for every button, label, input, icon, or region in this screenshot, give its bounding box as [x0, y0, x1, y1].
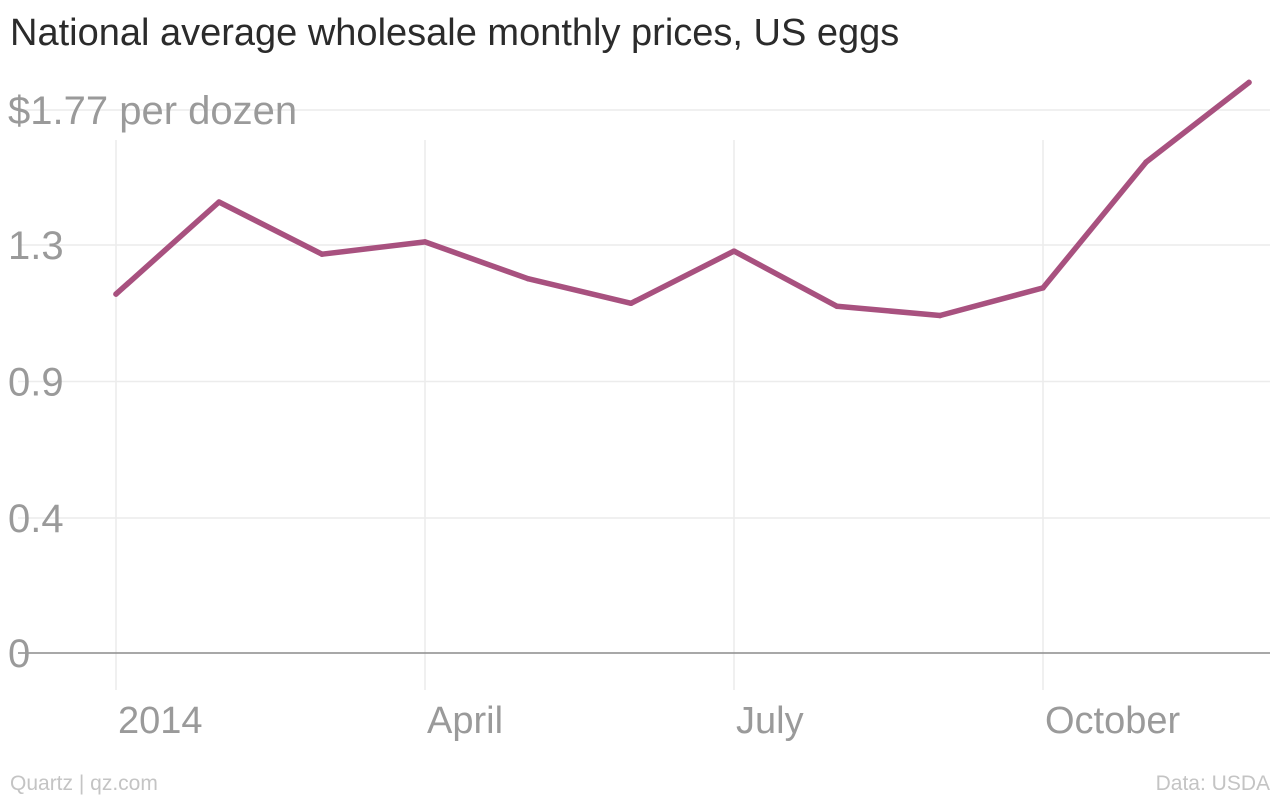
- data-point: [319, 251, 325, 257]
- chart-title: National average wholesale monthly price…: [10, 12, 900, 54]
- data-point: [937, 312, 943, 319]
- y-tick-label: 0.4: [8, 497, 64, 541]
- data-point: [1143, 159, 1149, 165]
- series-line: [113, 79, 1252, 319]
- data-point: [628, 300, 634, 307]
- data-point: [525, 275, 531, 282]
- source-credit: Quartz | qz.com: [10, 772, 158, 795]
- y-tick-label: 1.3: [8, 224, 64, 268]
- grid-lines: [18, 109, 1270, 690]
- x-tick-label: April: [427, 700, 503, 742]
- data-point: [731, 248, 737, 254]
- x-tick-label: October: [1045, 700, 1181, 742]
- data-point: [1246, 79, 1252, 86]
- tick-labels: 0 0.4 0.9 1.3 $1.77 per dozen 2014 April July Oc…: [8, 89, 1181, 742]
- data-point: [113, 291, 119, 297]
- data-point: [1040, 285, 1046, 291]
- data-point: [216, 199, 222, 205]
- data-source: Data: USDA: [1155, 772, 1270, 795]
- y-tick-label: 0: [8, 632, 30, 676]
- x-tick-label: July: [736, 700, 804, 742]
- y-tick-label: 0.9: [8, 361, 64, 405]
- data-point: [834, 303, 840, 310]
- y-tick-label: $1.77 per dozen: [8, 89, 297, 133]
- x-tick-label: 2014: [118, 700, 203, 742]
- series-layer: [113, 79, 1252, 319]
- data-point: [422, 239, 428, 245]
